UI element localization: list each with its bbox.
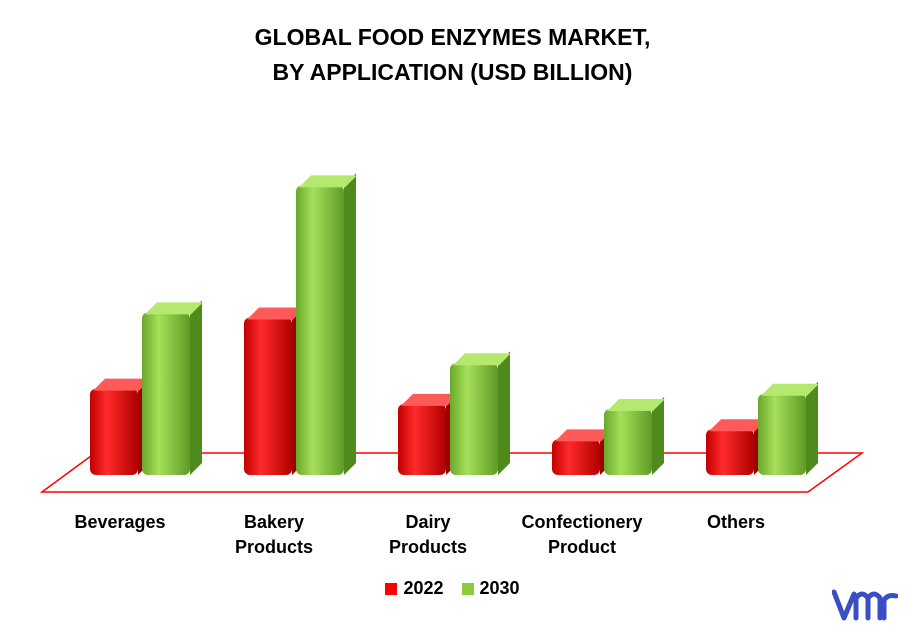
chart-title-line-1: GLOBAL FOOD ENZYMES MARKET,	[254, 24, 651, 50]
category-label: Bakery Products	[199, 510, 349, 560]
bar-front	[296, 185, 344, 475]
chart-title-line-2: BY APPLICATION (USD BILLION)	[272, 59, 633, 85]
bar-front	[450, 363, 498, 475]
category-label: Others	[661, 510, 811, 535]
vmr-logo-icon	[832, 589, 898, 621]
bar-others-2022	[706, 417, 767, 475]
bar-side	[806, 381, 818, 475]
category-label-line: Others	[706, 512, 766, 532]
bar-bakery-products-2022	[244, 305, 305, 475]
bar-top	[607, 398, 665, 411]
legend: 2022 2030	[0, 578, 905, 599]
legend-item-2022: 2022	[385, 578, 444, 599]
bar-front	[604, 408, 652, 475]
bar-top	[299, 175, 357, 188]
legend-swatch-2022	[385, 582, 398, 595]
bars-group	[90, 173, 819, 475]
category-label: Beverages	[45, 510, 195, 535]
bar-top	[247, 307, 305, 320]
bar-front	[758, 393, 806, 475]
category-label-line: Product	[547, 537, 616, 557]
bar-side	[498, 351, 510, 475]
legend-swatch-2030	[461, 582, 474, 595]
bar-top	[93, 378, 151, 391]
bar-others-2030	[758, 381, 819, 475]
bar-dairy-products-2030	[450, 351, 511, 475]
chart-title: GLOBAL FOOD ENZYMES MARKET, BY APPLICATI…	[0, 20, 905, 90]
bar-front	[398, 403, 446, 475]
category-label: Confectionery Product	[507, 510, 657, 560]
category-label-line: Bakery	[243, 512, 305, 532]
bar-confectionery-product-2022	[552, 427, 613, 475]
legend-label-2022: 2022	[403, 578, 444, 598]
bar-top	[401, 393, 459, 406]
bar-front	[142, 312, 190, 475]
bar-beverages-2030	[142, 300, 203, 475]
bar-side	[190, 300, 202, 475]
legend-item-2030: 2030	[461, 578, 520, 599]
bar-front	[90, 388, 138, 475]
bar-front	[706, 429, 754, 475]
legend-label-2030: 2030	[479, 578, 520, 598]
bar-bakery-products-2030	[296, 173, 357, 475]
bar-dairy-products-2022	[398, 391, 459, 475]
bar-front	[244, 317, 292, 475]
category-label-line: Dairy	[405, 512, 451, 532]
category-label-line: Products	[388, 537, 467, 557]
category-label-line: Confectionery	[521, 512, 643, 532]
bar-top	[555, 429, 613, 442]
bar-side	[652, 396, 664, 475]
bar-beverages-2022	[90, 376, 151, 475]
bar-top	[761, 383, 819, 396]
bar-front	[552, 439, 600, 475]
category-label: Dairy Products	[353, 510, 503, 560]
bar-top	[709, 419, 767, 432]
bar-top	[145, 302, 203, 315]
category-label-line: Beverages	[74, 512, 166, 532]
chart-floor	[39, 452, 865, 493]
category-label-line: Products	[234, 537, 313, 557]
bar-confectionery-product-2030	[604, 396, 665, 475]
bar-top	[453, 353, 511, 366]
bar-side	[344, 173, 356, 475]
